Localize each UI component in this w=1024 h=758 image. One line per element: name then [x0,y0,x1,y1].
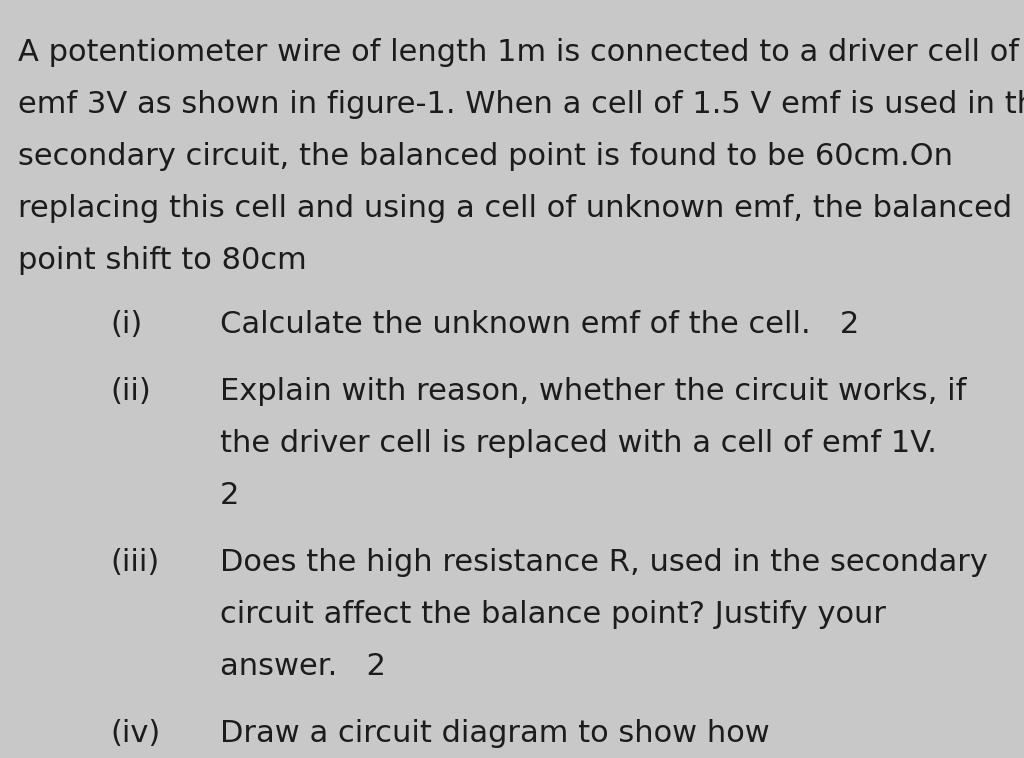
Text: (iii): (iii) [110,548,160,577]
Text: the driver cell is replaced with a cell of emf 1V.: the driver cell is replaced with a cell … [220,429,937,458]
Text: (iv): (iv) [110,719,160,748]
Text: Calculate the unknown emf of the cell.   2: Calculate the unknown emf of the cell. 2 [220,310,859,339]
Text: secondary circuit, the balanced point is found to be 60cm.On: secondary circuit, the balanced point is… [18,142,953,171]
Text: Draw a circuit diagram to show how: Draw a circuit diagram to show how [220,719,770,748]
Text: replacing this cell and using a cell of unknown emf, the balanced: replacing this cell and using a cell of … [18,194,1012,223]
Text: answer.   2: answer. 2 [220,652,386,681]
Text: Explain with reason, whether the circuit works, if: Explain with reason, whether the circuit… [220,377,967,406]
Text: (i): (i) [110,310,142,339]
Text: point shift to 80cm: point shift to 80cm [18,246,307,275]
Text: circuit affect the balance point? Justify your: circuit affect the balance point? Justif… [220,600,886,629]
Text: emf 3V as shown in figure-1. When a cell of 1.5 V emf is used in the: emf 3V as shown in figure-1. When a cell… [18,90,1024,119]
Text: 2: 2 [220,481,240,510]
Text: Does the high resistance R, used in the secondary: Does the high resistance R, used in the … [220,548,988,577]
Text: A potentiometer wire of length 1m is connected to a driver cell of: A potentiometer wire of length 1m is con… [18,38,1019,67]
Text: (ii): (ii) [110,377,151,406]
